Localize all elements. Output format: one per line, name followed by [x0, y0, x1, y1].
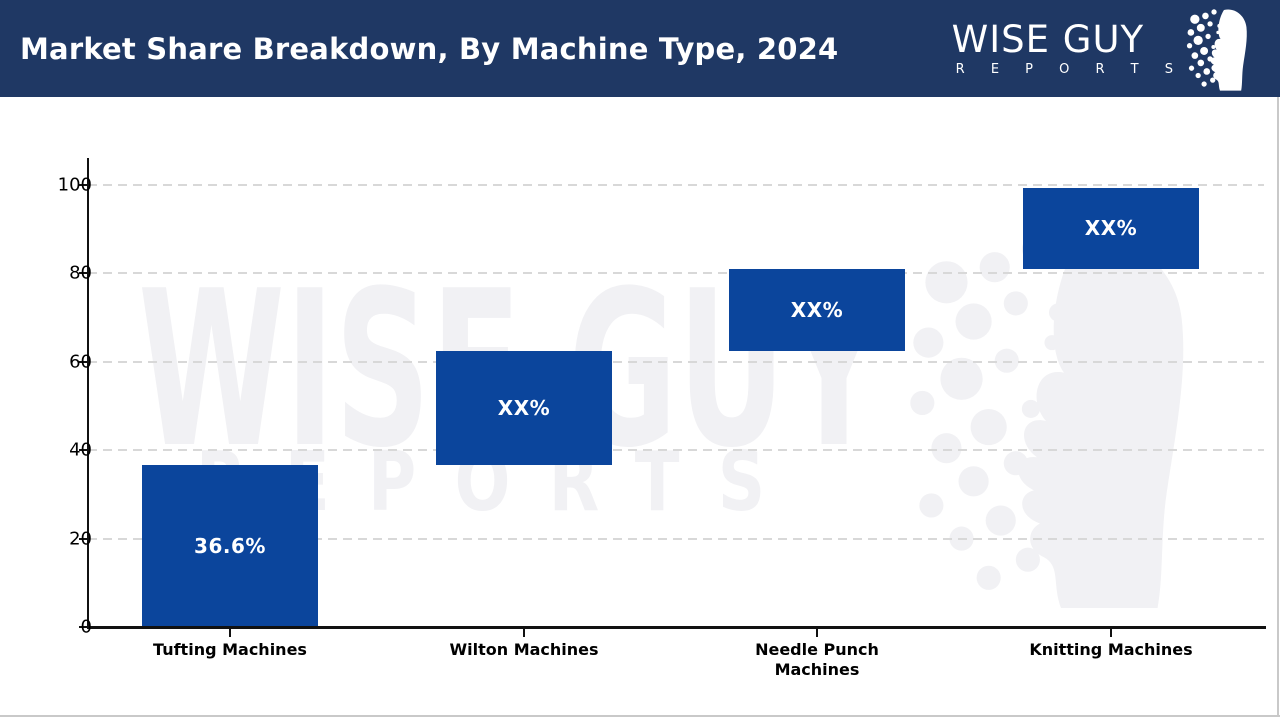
page-header: Market Share Breakdown, By Machine Type,… — [0, 0, 1280, 97]
wiseguy-head-icon — [1186, 8, 1247, 91]
y-tick-label: 80 — [69, 262, 92, 284]
category-label: Wilton Machines — [449, 640, 599, 659]
y-tick-label: 0 — [80, 616, 92, 638]
y-axis — [87, 158, 89, 628]
x-tick-2 — [816, 629, 818, 637]
y-tick-label: 40 — [69, 439, 92, 461]
y-tick-0 — [79, 626, 87, 628]
y-tick-40 — [79, 449, 87, 452]
y-tick-100 — [79, 184, 87, 186]
logo-subtext: R E P O R T S — [955, 62, 1184, 77]
x-tick-0 — [229, 629, 231, 637]
y-tick-60 — [79, 360, 87, 363]
gridline-80 — [88, 272, 1264, 275]
page-title: Market Share Breakdown, By Machine Type,… — [20, 31, 839, 66]
y-tick-80 — [79, 272, 87, 275]
bar-3: XX% — [1023, 187, 1199, 269]
bar-2: XX% — [729, 268, 905, 352]
gridline-20 — [88, 537, 1264, 540]
x-tick-1 — [523, 629, 525, 637]
x-axis — [87, 626, 1266, 629]
x-tick-3 — [1110, 629, 1112, 637]
bar-0: 36.6% — [142, 465, 318, 627]
bar-1: XX% — [436, 351, 612, 466]
logo-wordmark: WISE GUY — [951, 18, 1145, 61]
bar-value-label: 36.6% — [194, 534, 266, 559]
bar-value-label: XX% — [790, 297, 844, 322]
gridline-100 — [88, 184, 1264, 186]
page-bottom-border — [0, 715, 1280, 717]
page-right-border — [1277, 97, 1279, 717]
y-tick-label: 60 — [69, 351, 92, 373]
y-tick-20 — [79, 537, 87, 540]
category-label: Knitting Machines — [1029, 640, 1193, 659]
category-label: Needle Punch Machines — [755, 640, 879, 679]
bar-value-label: XX% — [497, 396, 551, 421]
gridline-40 — [88, 449, 1264, 452]
category-label: Tufting Machines — [153, 640, 307, 659]
gridline-60 — [88, 360, 1264, 363]
y-tick-label: 100 — [57, 174, 92, 196]
wiseguy-logo: WISE GUY R E P O R T S — [952, 6, 1280, 92]
y-tick-label: 20 — [69, 528, 92, 550]
bar-value-label: XX% — [1084, 216, 1138, 241]
